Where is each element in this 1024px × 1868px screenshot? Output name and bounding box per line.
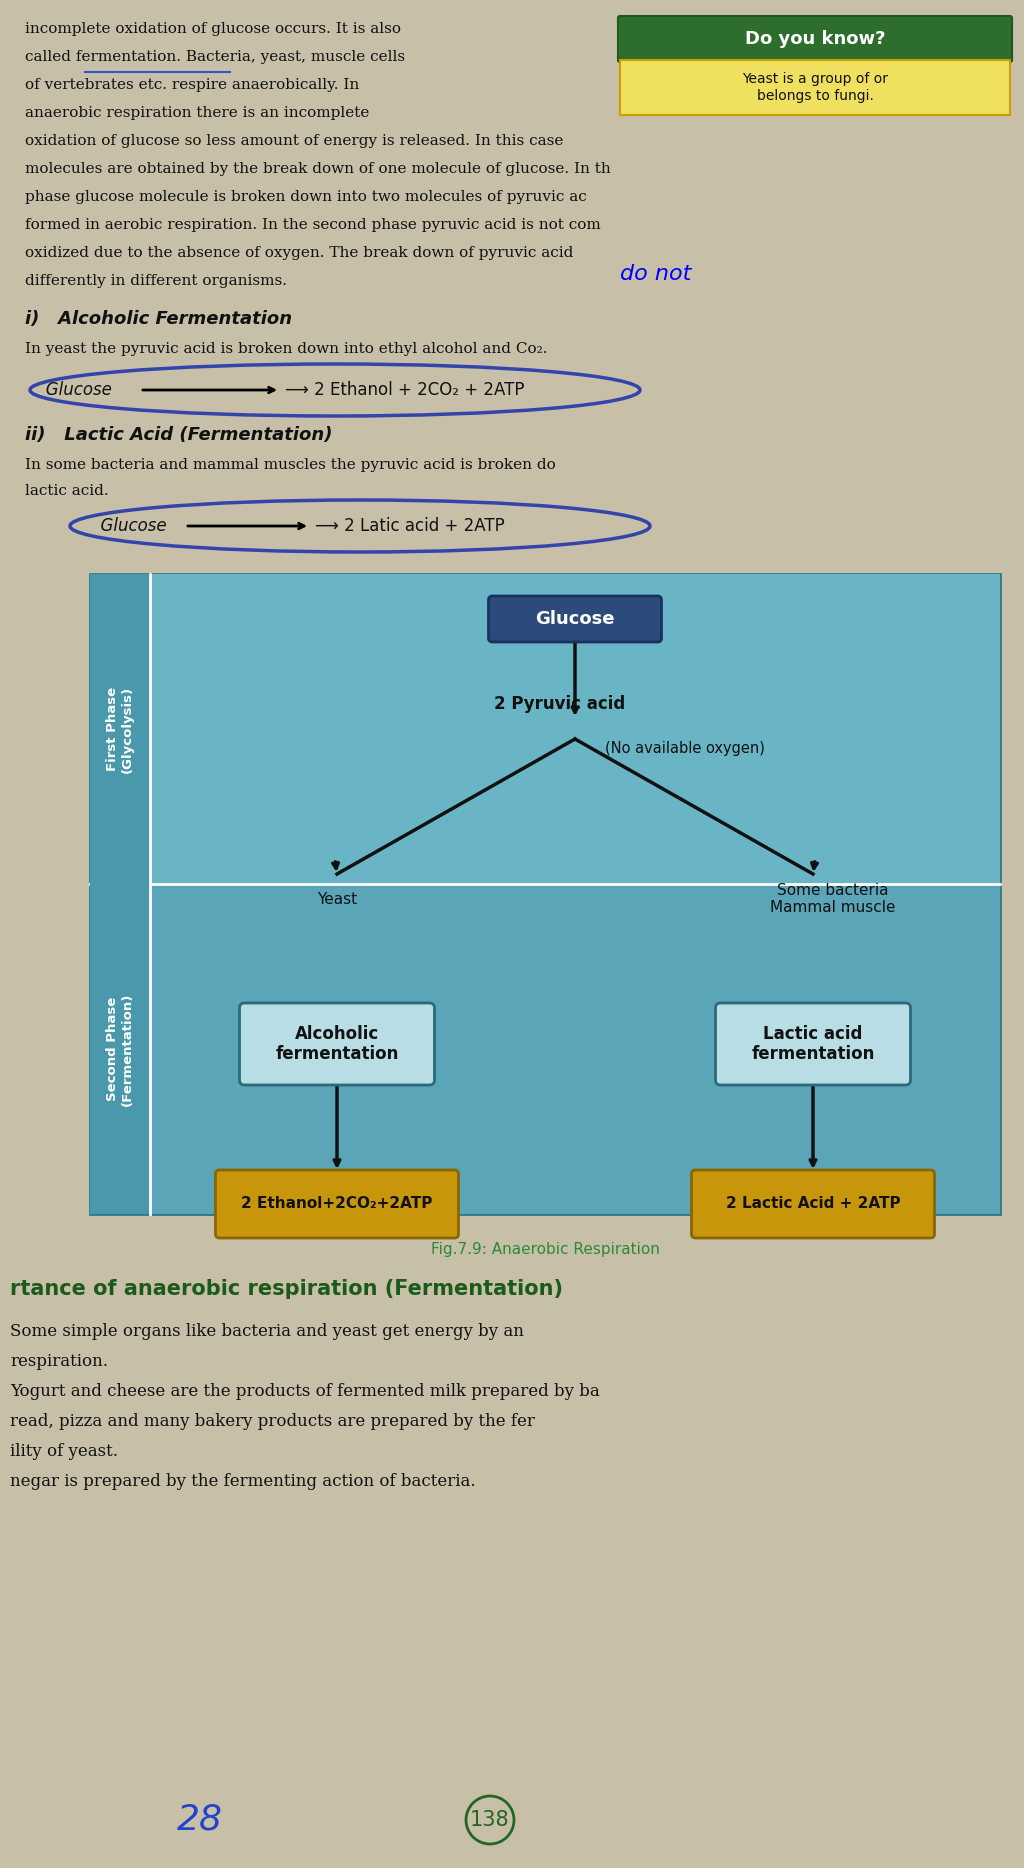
FancyBboxPatch shape (240, 1003, 434, 1085)
FancyBboxPatch shape (90, 573, 1000, 884)
Text: of vertebrates etc. respire anaerobically. In: of vertebrates etc. respire anaerobicall… (25, 78, 359, 92)
Text: anaerobic respiration there is an incomplete: anaerobic respiration there is an incomp… (25, 106, 370, 120)
Text: Glucose: Glucose (30, 381, 112, 400)
Text: lactic acid.: lactic acid. (25, 484, 109, 499)
FancyBboxPatch shape (716, 1003, 910, 1085)
Text: ii)   Lactic Acid (Fermentation): ii) Lactic Acid (Fermentation) (25, 426, 333, 445)
FancyBboxPatch shape (90, 884, 150, 1214)
Text: ility of yeast.: ility of yeast. (10, 1442, 118, 1461)
Text: Alcoholic
fermentation: Alcoholic fermentation (275, 1026, 398, 1063)
Text: oxidation of glucose so less amount of energy is released. In this case: oxidation of glucose so less amount of e… (25, 134, 563, 148)
Text: 28: 28 (177, 1803, 223, 1836)
Text: 2 Pyruvic acid: 2 Pyruvic acid (495, 695, 626, 714)
FancyBboxPatch shape (90, 573, 1000, 1214)
FancyBboxPatch shape (691, 1169, 935, 1238)
Text: 2 Lactic Acid + 2ATP: 2 Lactic Acid + 2ATP (726, 1197, 900, 1212)
Text: Some bacteria
Mammal muscle: Some bacteria Mammal muscle (770, 884, 896, 915)
Text: Fig.7.9: Anaerobic Respiration: Fig.7.9: Anaerobic Respiration (430, 1242, 659, 1257)
Text: Yogurt and cheese are the products of fermented milk prepared by ba: Yogurt and cheese are the products of fe… (10, 1382, 600, 1399)
Text: incomplete oxidation of glucose occurs. It is also: incomplete oxidation of glucose occurs. … (25, 22, 401, 35)
Text: Glucose: Glucose (536, 611, 614, 628)
Text: negar is prepared by the fermenting action of bacteria.: negar is prepared by the fermenting acti… (10, 1474, 475, 1491)
Text: respiration.: respiration. (10, 1352, 108, 1369)
FancyBboxPatch shape (620, 60, 1010, 116)
Text: read, pizza and many bakery products are prepared by the fer: read, pizza and many bakery products are… (10, 1412, 535, 1431)
Text: do not: do not (620, 263, 691, 284)
Text: First Phase
(Glycolysis): First Phase (Glycolysis) (106, 686, 134, 773)
FancyBboxPatch shape (618, 17, 1012, 62)
Text: Yeast: Yeast (317, 891, 357, 906)
Text: (No available oxygen): (No available oxygen) (605, 742, 765, 757)
Text: ⟶ 2 Ethanol + 2CO₂ + 2ATP: ⟶ 2 Ethanol + 2CO₂ + 2ATP (285, 381, 524, 400)
Text: Glucose: Glucose (90, 517, 167, 534)
Text: called fermentation. Bacteria, yeast, muscle cells: called fermentation. Bacteria, yeast, mu… (25, 50, 406, 64)
Text: rtance of anaerobic respiration (Fermentation): rtance of anaerobic respiration (Ferment… (10, 1280, 563, 1298)
Text: phase glucose molecule is broken down into two molecules of pyruvic ac: phase glucose molecule is broken down in… (25, 191, 587, 204)
Text: formed in aerobic respiration. In the second phase pyruvic acid is not com: formed in aerobic respiration. In the se… (25, 219, 601, 232)
Text: differently in different organisms.: differently in different organisms. (25, 275, 287, 288)
FancyBboxPatch shape (90, 573, 150, 884)
Text: Some simple organs like bacteria and yeast get energy by an: Some simple organs like bacteria and yea… (10, 1323, 524, 1339)
Text: 2 Ethanol+2CO₂+2ATP: 2 Ethanol+2CO₂+2ATP (242, 1197, 433, 1212)
FancyBboxPatch shape (90, 884, 1000, 1214)
Text: 138: 138 (470, 1810, 510, 1831)
Text: ⟶ 2 Latic acid + 2ATP: ⟶ 2 Latic acid + 2ATP (315, 517, 505, 534)
Text: Yeast is a group of or
belongs to fungi.: Yeast is a group of or belongs to fungi. (742, 73, 888, 103)
Text: oxidized due to the absence of oxygen. The break down of pyruvic acid: oxidized due to the absence of oxygen. T… (25, 247, 573, 260)
FancyBboxPatch shape (488, 596, 662, 643)
Text: Lactic acid
fermentation: Lactic acid fermentation (752, 1026, 874, 1063)
Text: In yeast the pyruvic acid is broken down into ethyl alcohol and Co₂.: In yeast the pyruvic acid is broken down… (25, 342, 548, 357)
Text: i)   Alcoholic Fermentation: i) Alcoholic Fermentation (25, 310, 292, 329)
Text: Second Phase
(Fermentation): Second Phase (Fermentation) (106, 992, 134, 1106)
Text: Do you know?: Do you know? (744, 30, 886, 49)
FancyBboxPatch shape (215, 1169, 459, 1238)
Text: molecules are obtained by the break down of one molecule of glucose. In th: molecules are obtained by the break down… (25, 163, 610, 176)
Text: In some bacteria and mammal muscles the pyruvic acid is broken do: In some bacteria and mammal muscles the … (25, 458, 556, 473)
